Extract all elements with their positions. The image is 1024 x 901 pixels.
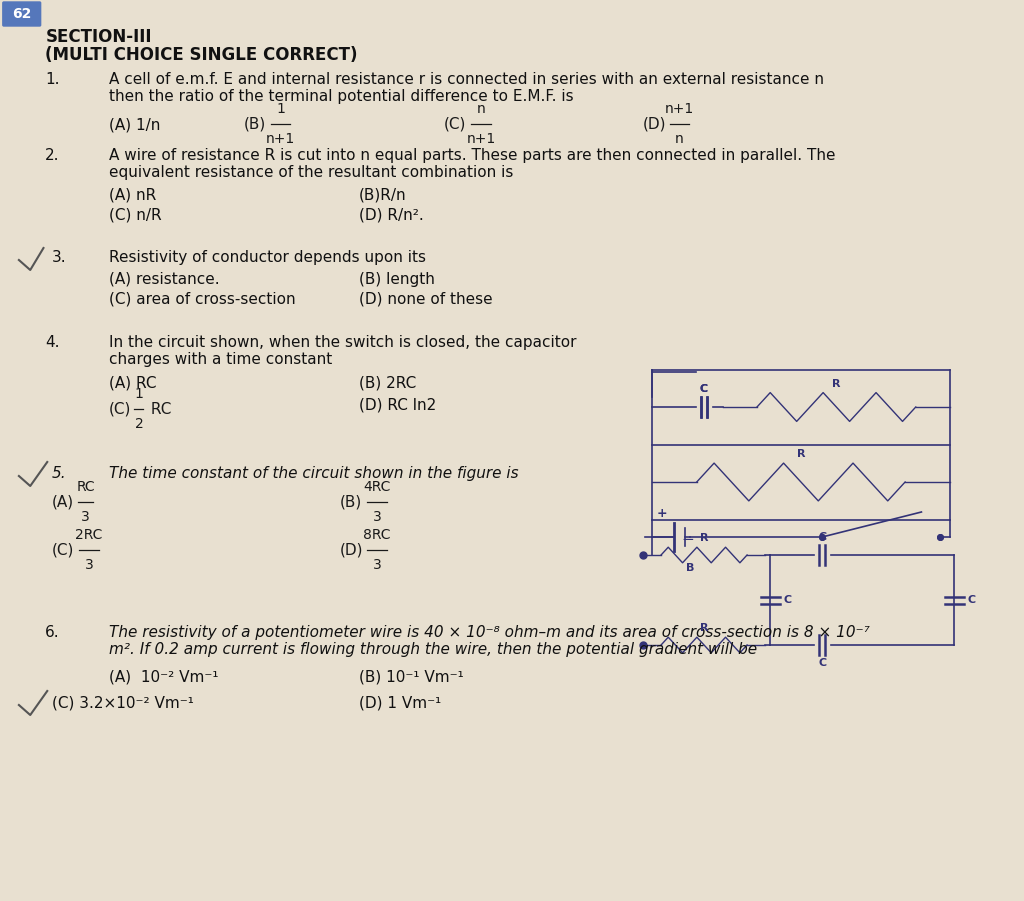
Text: C: C <box>818 658 826 668</box>
Text: n+1: n+1 <box>466 132 496 146</box>
Text: 6.: 6. <box>45 625 60 640</box>
Text: The resistivity of a potentiometer wire is 40 × 10⁻⁸ ohm–m and its area of cross: The resistivity of a potentiometer wire … <box>109 625 869 640</box>
Text: 2.: 2. <box>45 148 59 163</box>
Text: (B) length: (B) length <box>359 272 435 287</box>
Text: (A): (A) <box>52 495 74 509</box>
Text: 1.: 1. <box>45 72 59 87</box>
Text: n: n <box>476 102 485 116</box>
Text: R: R <box>797 449 805 460</box>
Text: m². If 0.2 amp current is flowing through the wire, then the potential gradient : m². If 0.2 amp current is flowing throug… <box>109 642 757 657</box>
Text: (B)R/n: (B)R/n <box>359 188 407 203</box>
Text: (C) n/R: (C) n/R <box>109 208 162 223</box>
Text: 4.: 4. <box>45 335 59 350</box>
Text: n+1: n+1 <box>665 102 694 116</box>
Text: C: C <box>700 384 709 394</box>
Text: 5.: 5. <box>52 466 67 481</box>
Text: C: C <box>968 595 976 605</box>
Text: n: n <box>675 132 684 146</box>
Text: (B): (B) <box>340 495 362 509</box>
Text: (A) 1/n: (A) 1/n <box>109 118 160 133</box>
Text: (A) nR: (A) nR <box>109 188 156 203</box>
Text: (A)  10⁻² Vm⁻¹: (A) 10⁻² Vm⁻¹ <box>109 669 218 684</box>
Text: 62: 62 <box>12 7 32 21</box>
Text: (C): (C) <box>444 116 467 132</box>
Text: (B) 10⁻¹ Vm⁻¹: (B) 10⁻¹ Vm⁻¹ <box>359 669 464 684</box>
Text: The time constant of the circuit shown in the figure is: The time constant of the circuit shown i… <box>109 466 518 481</box>
Text: 2RC: 2RC <box>75 528 102 542</box>
Text: 1: 1 <box>134 387 143 401</box>
Text: RC: RC <box>76 480 95 494</box>
Text: (A) resistance.: (A) resistance. <box>109 272 219 287</box>
Text: C: C <box>818 532 826 542</box>
Text: then the ratio of the terminal potential difference to E.M.F. is: then the ratio of the terminal potential… <box>109 89 573 104</box>
Text: (C): (C) <box>109 402 131 416</box>
Text: SECTION-III: SECTION-III <box>45 28 152 46</box>
Text: Resistivity of conductor depends upon its: Resistivity of conductor depends upon it… <box>109 250 426 265</box>
Text: A wire of resistance R is cut into n equal parts. These parts are then connected: A wire of resistance R is cut into n equ… <box>109 148 836 163</box>
Text: 3: 3 <box>84 558 93 572</box>
Text: RC: RC <box>146 402 172 416</box>
Text: n+1: n+1 <box>266 132 295 146</box>
Text: R: R <box>699 533 709 543</box>
Text: (A) RC: (A) RC <box>109 375 157 390</box>
Text: B: B <box>686 563 694 573</box>
Text: equivalent resistance of the resultant combination is: equivalent resistance of the resultant c… <box>109 165 513 180</box>
Text: (B): (B) <box>244 116 266 132</box>
Text: (D): (D) <box>643 116 667 132</box>
Text: 3: 3 <box>373 558 382 572</box>
Text: (D): (D) <box>340 542 364 558</box>
FancyBboxPatch shape <box>3 2 41 26</box>
Text: +: + <box>656 507 667 520</box>
Text: 3.: 3. <box>52 250 67 265</box>
Text: 3: 3 <box>373 510 382 524</box>
Text: 8RC: 8RC <box>364 528 391 542</box>
Text: (D) 1 Vm⁻¹: (D) 1 Vm⁻¹ <box>359 695 441 710</box>
Text: R: R <box>699 623 709 633</box>
Text: 4RC: 4RC <box>364 480 391 494</box>
Text: 2: 2 <box>134 417 143 431</box>
Text: C: C <box>783 595 792 605</box>
Text: (C) area of cross-section: (C) area of cross-section <box>109 292 295 307</box>
Text: charges with a time constant: charges with a time constant <box>109 352 332 367</box>
Text: A cell of e.m.f. E and internal resistance r is connected in series with an exte: A cell of e.m.f. E and internal resistan… <box>109 72 823 87</box>
Text: (D) none of these: (D) none of these <box>359 292 493 307</box>
Text: (B) 2RC: (B) 2RC <box>359 375 417 390</box>
Text: R: R <box>833 378 841 388</box>
Text: 3: 3 <box>81 510 90 524</box>
Text: (MULTI CHOICE SINGLE CORRECT): (MULTI CHOICE SINGLE CORRECT) <box>45 46 357 64</box>
Text: 1: 1 <box>276 102 285 116</box>
Text: (C): (C) <box>52 542 75 558</box>
Text: In the circuit shown, when the switch is closed, the capacitor: In the circuit shown, when the switch is… <box>109 335 577 350</box>
Text: (D) RC ln2: (D) RC ln2 <box>359 397 436 412</box>
Text: −: − <box>682 532 694 548</box>
Text: (C) 3.2×10⁻² Vm⁻¹: (C) 3.2×10⁻² Vm⁻¹ <box>52 695 194 710</box>
Text: (D) R/n².: (D) R/n². <box>359 208 424 223</box>
Text: C: C <box>700 384 709 394</box>
